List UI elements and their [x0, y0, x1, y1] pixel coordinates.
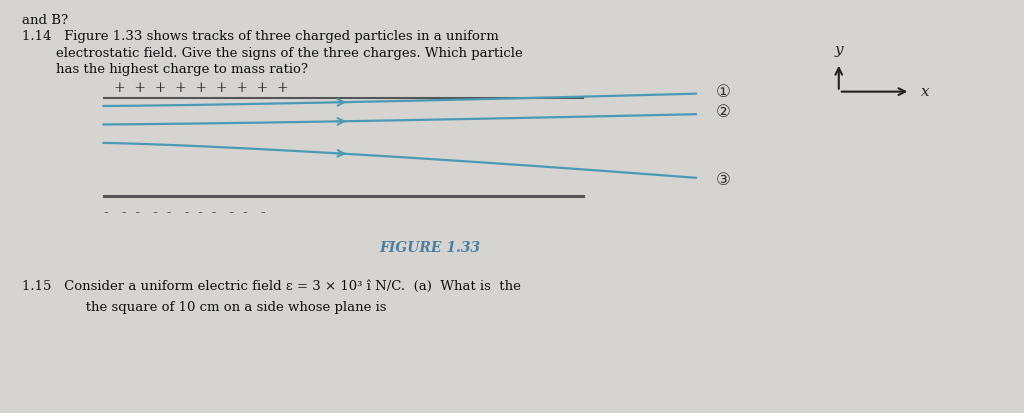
- Text: 1.14   Figure 1.33 shows tracks of three charged particles in a uniform: 1.14 Figure 1.33 shows tracks of three c…: [22, 30, 499, 43]
- Text: -   -  -   -  -   -  -  -   -  -   -: - - - - - - - - - - -: [103, 206, 265, 220]
- Text: ②: ②: [716, 103, 731, 121]
- Text: ①: ①: [716, 83, 731, 101]
- Text: has the highest charge to mass ratio?: has the highest charge to mass ratio?: [22, 63, 308, 76]
- Text: x: x: [921, 85, 929, 99]
- Text: and B?: and B?: [22, 14, 68, 27]
- Text: the square of 10 cm on a side whose plane is: the square of 10 cm on a side whose plan…: [22, 301, 386, 314]
- Text: electrostatic field. Give the signs of the three charges. Which particle: electrostatic field. Give the signs of t…: [22, 47, 522, 59]
- Text: ③: ③: [716, 171, 731, 189]
- Text: 1.15   Consider a uniform electric field ε = 3 × 10³ î N/C.  (a)  What is  the: 1.15 Consider a uniform electric field ε…: [22, 280, 520, 293]
- Text: y: y: [835, 43, 843, 57]
- Text: FIGURE 1.33: FIGURE 1.33: [380, 240, 481, 254]
- Text: +  +  +  +  +  +  +  +  +: + + + + + + + + +: [114, 81, 289, 95]
